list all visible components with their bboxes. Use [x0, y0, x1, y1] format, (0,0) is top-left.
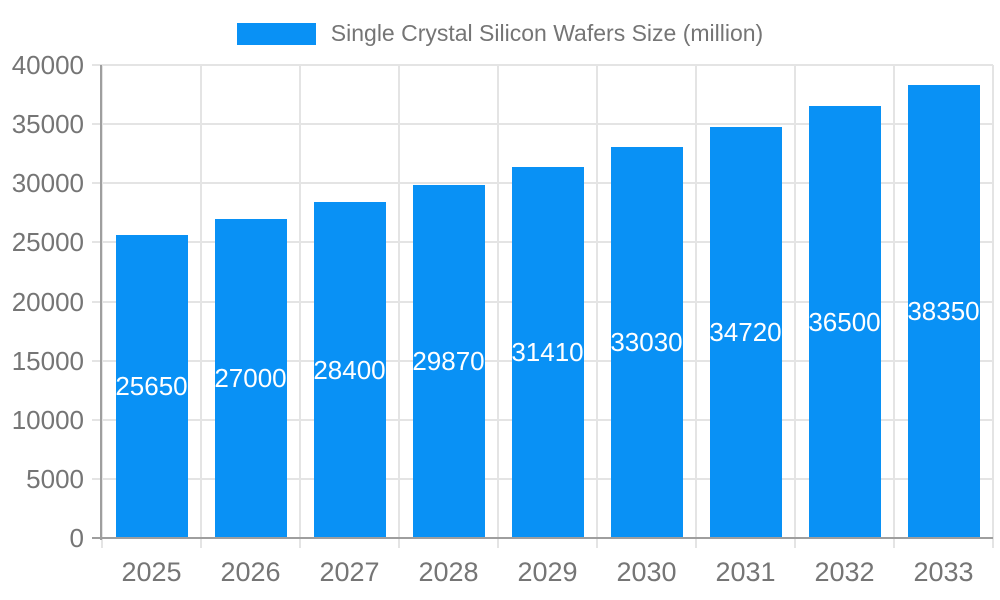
x-tick-label: 2026: [220, 557, 281, 587]
y-tick-label: 25000: [11, 227, 84, 258]
legend-label: Single Crystal Silicon Wafers Size (mill…: [330, 20, 764, 46]
bar-value-label: 27000: [214, 362, 287, 393]
bar-value-label: 31410: [511, 336, 584, 367]
x-axis-line: [92, 537, 993, 539]
bar-value-label: 36500: [808, 306, 881, 337]
y-tick-label: 20000: [11, 286, 84, 317]
bar[interactable]: 28400: [313, 202, 386, 538]
chart-legend[interactable]: Single Crystal Silicon Wafers Size (mill…: [0, 20, 1000, 47]
x-tick-label: 2032: [814, 557, 875, 587]
gridline-horizontal: [92, 123, 993, 126]
gridline-vertical: [497, 65, 499, 548]
x-tick-label: 2027: [319, 557, 380, 587]
bar[interactable]: 31410: [511, 166, 584, 538]
y-tick-label: 15000: [11, 345, 84, 376]
y-tick-label: 0: [69, 523, 84, 553]
legend-swatch-icon: [236, 22, 316, 45]
gridline-vertical: [299, 65, 301, 548]
x-tick-label: 2030: [616, 557, 677, 587]
y-axis-line: [100, 65, 102, 540]
gridline-vertical: [695, 65, 697, 548]
bar-value-label: 29870: [412, 345, 485, 376]
x-tick-label: 2033: [913, 557, 974, 587]
bar[interactable]: 29870: [412, 184, 485, 538]
gridline-vertical: [200, 65, 202, 548]
bar-value-label: 33030: [610, 327, 683, 358]
gridline-vertical: [101, 65, 103, 548]
y-tick-label: 30000: [11, 168, 84, 199]
bar[interactable]: 33030: [610, 147, 683, 538]
bar-value-label: 34720: [709, 317, 782, 348]
bar[interactable]: 27000: [214, 218, 287, 538]
bar-value-label: 38350: [907, 295, 980, 326]
bar[interactable]: 25650: [115, 234, 188, 538]
y-tick-label: 5000: [26, 463, 84, 494]
gridline-horizontal: [92, 64, 993, 66]
bar[interactable]: 38350: [907, 84, 980, 538]
x-tick-label: 2025: [121, 557, 182, 587]
y-tick-label: 40000: [11, 50, 84, 80]
y-tick-label: 10000: [11, 404, 84, 435]
bar-value-label: 25650: [115, 370, 188, 401]
gridline-vertical: [893, 65, 895, 548]
bar-value-label: 28400: [313, 354, 386, 385]
plot-area: 25650 27000 28400 29870 31410 33030 34720 36500…: [92, 64, 994, 548]
y-tick-label: 35000: [11, 109, 84, 140]
gridline-vertical: [596, 65, 598, 548]
bar[interactable]: 36500: [808, 106, 881, 538]
bar[interactable]: 34720: [709, 127, 782, 538]
gridline-vertical: [794, 65, 796, 548]
x-tick-label: 2028: [418, 557, 479, 587]
gridline-vertical: [398, 65, 400, 548]
x-tick-label: 2029: [517, 557, 578, 587]
x-tick-label: 2031: [715, 557, 776, 587]
gridline-vertical: [992, 65, 994, 548]
